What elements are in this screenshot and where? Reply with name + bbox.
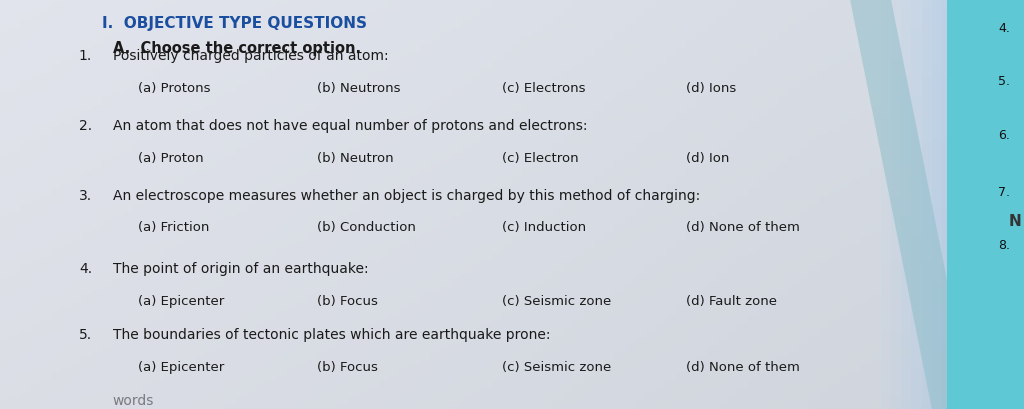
Text: 5.: 5. — [79, 327, 92, 341]
Text: (b) Neutrons: (b) Neutrons — [317, 82, 401, 95]
Text: (b) Focus: (b) Focus — [317, 294, 378, 308]
Text: 4.: 4. — [79, 262, 92, 276]
Text: 7.: 7. — [998, 186, 1011, 199]
Text: words: words — [113, 393, 154, 407]
Text: N: N — [1009, 213, 1021, 228]
Text: (d) Fault zone: (d) Fault zone — [686, 294, 777, 308]
Text: (c) Electron: (c) Electron — [502, 151, 579, 164]
Text: (b) Focus: (b) Focus — [317, 360, 378, 373]
Text: A.  Choose the correct option.: A. Choose the correct option. — [113, 41, 360, 56]
Text: (a) Friction: (a) Friction — [138, 221, 210, 234]
Text: (d) None of them: (d) None of them — [686, 360, 800, 373]
Text: (c) Electrons: (c) Electrons — [502, 82, 586, 95]
Text: (c) Seismic zone: (c) Seismic zone — [502, 294, 611, 308]
Polygon shape — [850, 0, 973, 409]
Text: (d) Ion: (d) Ion — [686, 151, 729, 164]
Text: (a) Proton: (a) Proton — [138, 151, 204, 164]
Text: 6.: 6. — [998, 128, 1011, 142]
Text: An atom that does not have equal number of protons and electrons:: An atom that does not have equal number … — [113, 119, 587, 133]
Text: 4.: 4. — [998, 22, 1011, 35]
Text: (c) Induction: (c) Induction — [502, 221, 586, 234]
Text: The boundaries of tectonic plates which are earthquake prone:: The boundaries of tectonic plates which … — [113, 327, 550, 341]
Text: (a) Epicenter: (a) Epicenter — [138, 294, 224, 308]
Text: An electroscope measures whether an object is charged by this method of charging: An electroscope measures whether an obje… — [113, 188, 699, 202]
Text: 3.: 3. — [79, 188, 92, 202]
Text: 8.: 8. — [998, 239, 1011, 252]
Text: (c) Seismic zone: (c) Seismic zone — [502, 360, 611, 373]
FancyBboxPatch shape — [947, 0, 1024, 409]
Text: (b) Neutron: (b) Neutron — [317, 151, 394, 164]
Text: (a) Protons: (a) Protons — [138, 82, 211, 95]
Text: I.  OBJECTIVE TYPE QUESTIONS: I. OBJECTIVE TYPE QUESTIONS — [102, 16, 368, 31]
Text: 5.: 5. — [998, 75, 1011, 88]
Text: The point of origin of an earthquake:: The point of origin of an earthquake: — [113, 262, 369, 276]
Text: 1.: 1. — [79, 49, 92, 63]
Text: (a) Epicenter: (a) Epicenter — [138, 360, 224, 373]
Text: (d) Ions: (d) Ions — [686, 82, 736, 95]
Text: (d) None of them: (d) None of them — [686, 221, 800, 234]
Text: Positively charged particles of an atom:: Positively charged particles of an atom: — [113, 49, 388, 63]
Text: (b) Conduction: (b) Conduction — [317, 221, 417, 234]
Text: 2.: 2. — [79, 119, 92, 133]
